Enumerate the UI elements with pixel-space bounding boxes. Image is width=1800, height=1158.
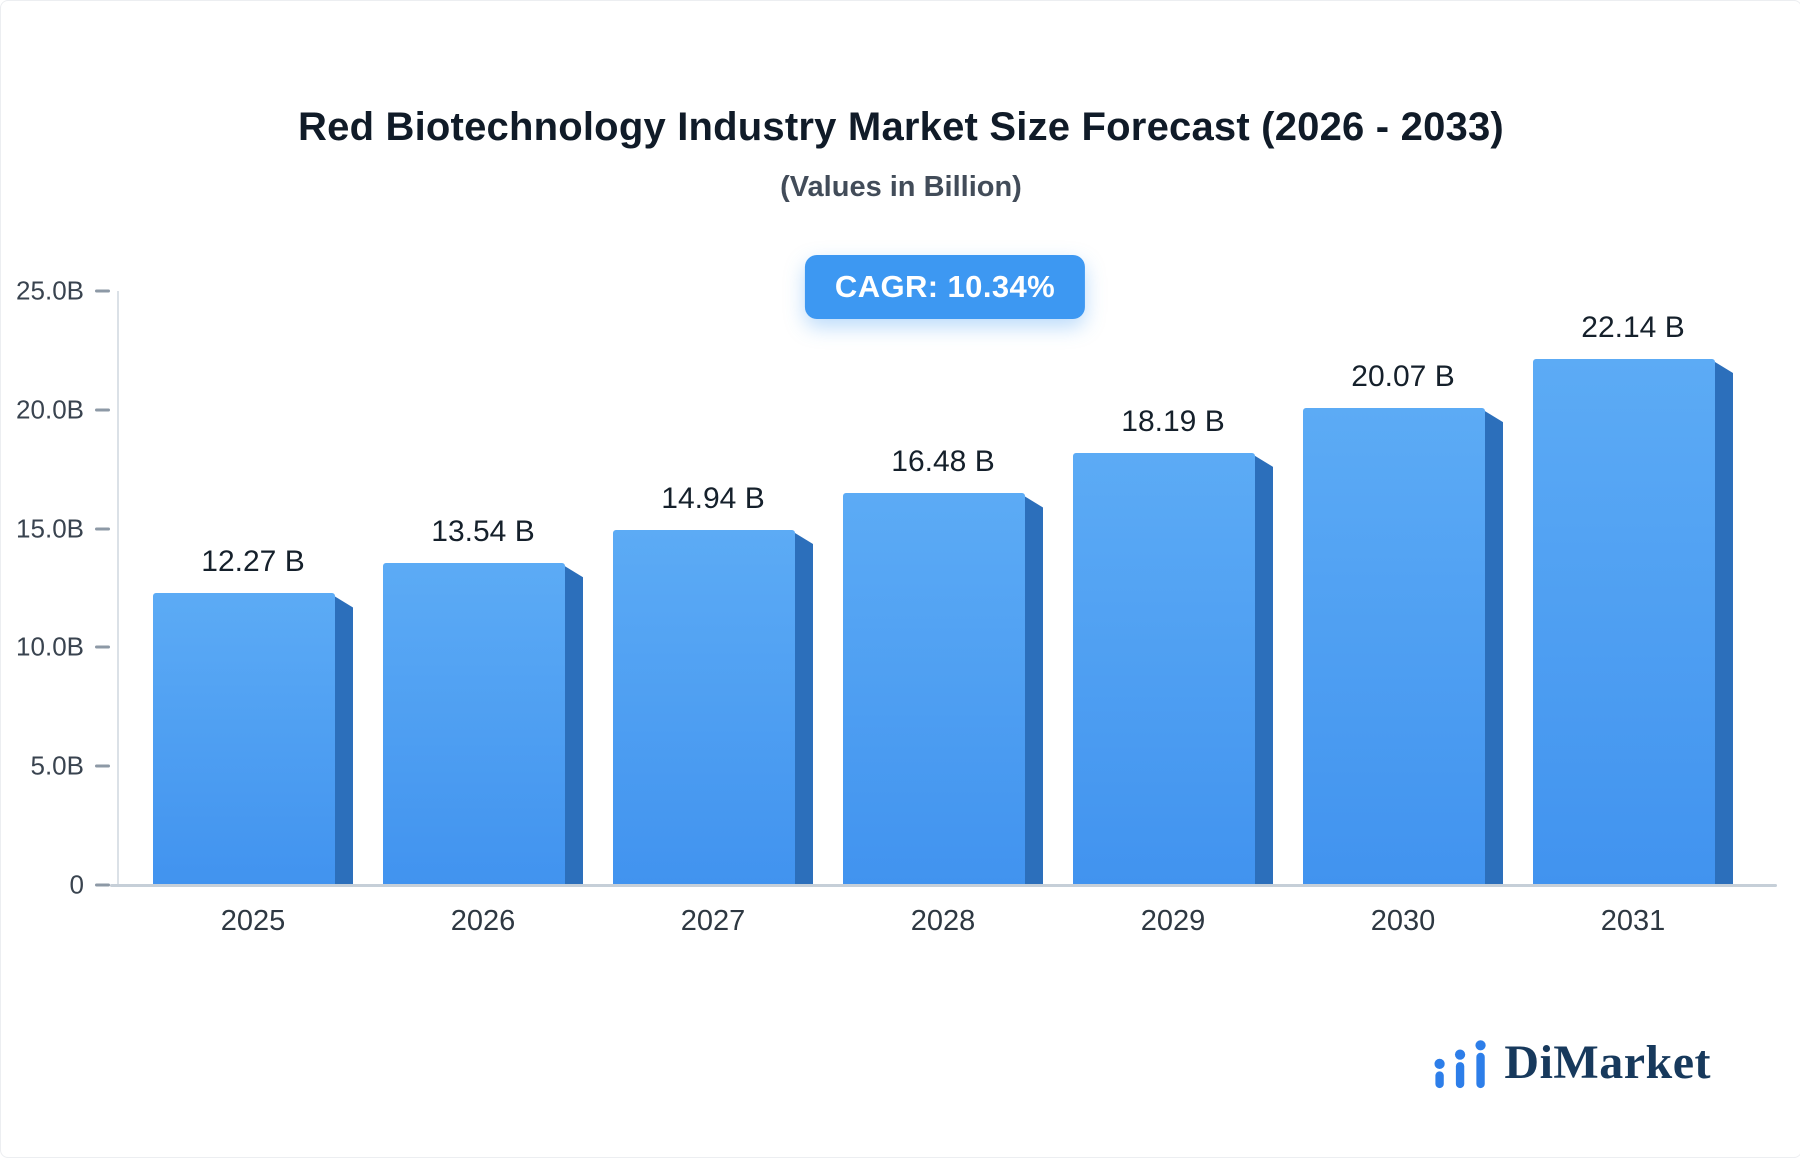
bar-face (1303, 408, 1485, 885)
bar-side-shadow (1485, 411, 1503, 885)
bar-face (1533, 358, 1715, 885)
brand-logo: DiMarket (1432, 1035, 1711, 1090)
brand-name: DiMarket (1504, 1036, 1711, 1089)
y-tick-label: 25.0B (16, 275, 84, 306)
bar-side-shadow (335, 596, 353, 885)
y-axis: 25.0B 20.0B 15.0B 10.0B 5.0B 0 (1, 276, 118, 900)
y-tick-mark (95, 764, 110, 768)
y-tick-label: 20.0B (16, 394, 84, 425)
y-tick-label: 15.0B (16, 513, 84, 544)
bar-2027 (613, 530, 813, 885)
x-tick-label: 2027 (680, 905, 746, 937)
y-tick-label: 10.0B (16, 631, 84, 662)
y-tick-label: 0 (69, 869, 84, 900)
bar-2030 (1303, 408, 1503, 885)
bar-value-label: 18.19 B (1121, 404, 1225, 438)
bar-side-shadow (1255, 455, 1273, 885)
bar-face (613, 530, 795, 885)
bar-2026 (383, 563, 583, 885)
y-tick-mark (95, 289, 110, 293)
bar-side-shadow (565, 566, 583, 885)
bar-value-label: 13.54 B (431, 515, 535, 549)
chart-subtitle: (Values in Billion) (780, 171, 1022, 203)
y-tick-mark (95, 883, 110, 887)
chart-title: Red Biotechnology Industry Market Size F… (298, 105, 1504, 149)
x-tick-label: 2030 (1370, 905, 1436, 937)
bar-face (153, 593, 335, 885)
bar-side-shadow (1715, 361, 1733, 885)
bar-face (1073, 452, 1255, 885)
bar-value-label: 12.27 B (201, 545, 305, 579)
y-axis-line (117, 291, 119, 885)
bar-2031 (1533, 358, 1733, 885)
cagr-badge: CAGR: 10.34% (804, 255, 1086, 319)
x-axis: 2025 2026 2027 2028 2029 2030 2031 (118, 905, 1773, 949)
bars-layer: 12.27 B 13.54 B 14.94 B 16.48 B 18.19 B 20.07… (118, 291, 1773, 885)
bar-value-label: 14.94 B (661, 482, 765, 516)
plot-area: 25.0B 20.0B 15.0B 10.0B 5.0B 0 12.27 B 13.54 B… (16, 276, 1777, 937)
bar-value-label: 20.07 B (1351, 360, 1455, 394)
bar-chart-icon (1434, 1039, 1487, 1088)
bar-2029 (1073, 452, 1273, 885)
bar-side-shadow (1025, 496, 1043, 885)
bar-face (843, 493, 1025, 885)
bar-value-label: 16.48 B (891, 445, 995, 479)
y-tick-mark (95, 645, 110, 649)
y-tick-label: 5.0B (30, 750, 85, 781)
bar-value-label: 22.14 B (1581, 310, 1685, 344)
bar-face (383, 563, 565, 885)
x-axis-line (110, 884, 1777, 887)
x-tick-label: 2028 (910, 905, 976, 937)
x-tick-label: 2031 (1600, 905, 1666, 937)
bar-2025 (153, 593, 353, 885)
y-tick-mark (95, 527, 110, 531)
x-tick-label: 2029 (1140, 905, 1206, 937)
bar-2028 (843, 493, 1043, 885)
x-tick-label: 2026 (450, 905, 516, 937)
x-tick-label: 2025 (220, 905, 286, 937)
bar-side-shadow (795, 533, 813, 885)
y-tick-mark (95, 408, 110, 412)
